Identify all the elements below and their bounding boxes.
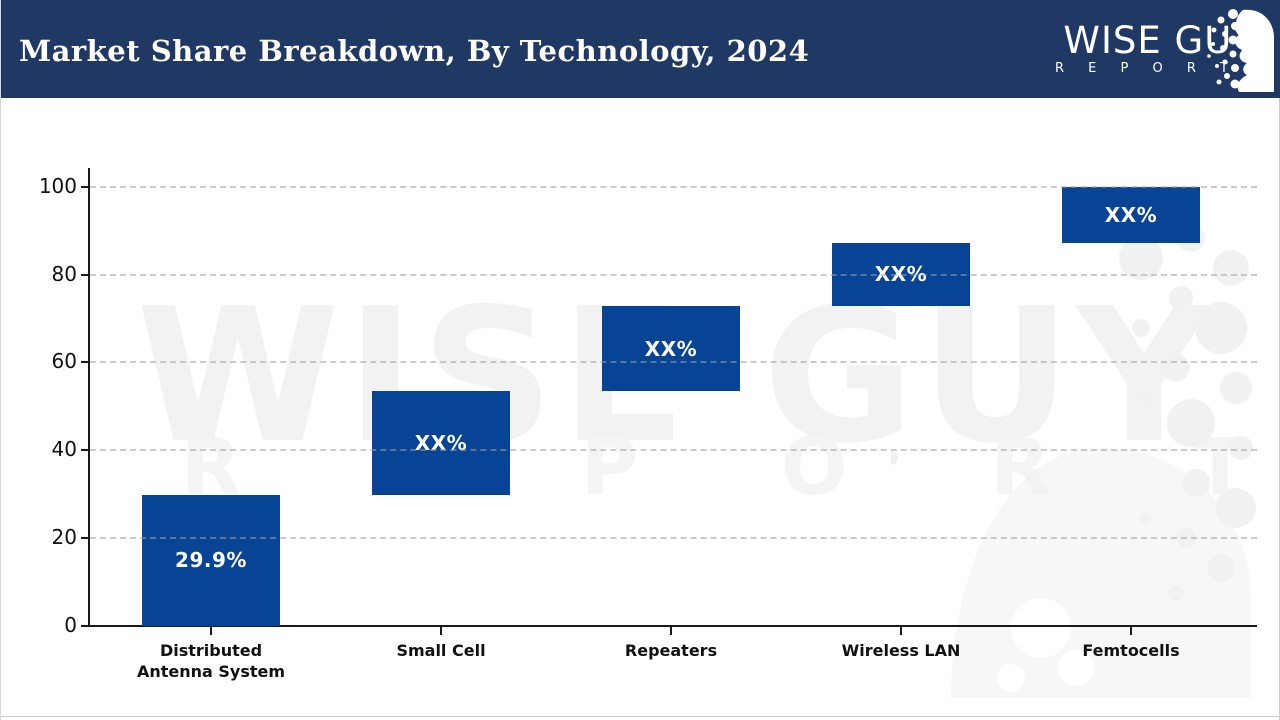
x-category-label: Small Cell xyxy=(396,641,486,660)
x-tick-mark xyxy=(210,627,212,635)
y-tick-label: 40 xyxy=(51,437,77,462)
bottom-border-line xyxy=(1,716,1280,717)
x-tick-mark xyxy=(1130,627,1132,635)
chart-title: Market Share Breakdown, By Technology, 2… xyxy=(19,34,810,68)
y-tick-label: 100 xyxy=(38,173,77,198)
bar-value-label: XX% xyxy=(414,431,468,456)
y-tick-label: 20 xyxy=(51,525,77,550)
y-tick-mark xyxy=(81,625,89,627)
gridline xyxy=(90,185,1257,188)
y-tick-mark xyxy=(81,537,89,540)
y-tick-mark xyxy=(81,273,89,276)
bar-segment[interactable]: XX% xyxy=(602,305,740,392)
bar-segment[interactable]: XX% xyxy=(372,391,510,495)
x-tick-mark xyxy=(900,627,902,635)
y-tick-mark xyxy=(81,361,89,364)
bar-value-label: XX% xyxy=(1104,202,1158,227)
bar-value-label: XX% xyxy=(644,336,698,361)
bar-value-label: 29.9% xyxy=(175,548,247,573)
x-tick-mark xyxy=(440,627,442,635)
x-category-label: Distributed Antenna System xyxy=(136,641,286,681)
x-tick-mark xyxy=(670,627,672,635)
x-category-label: Femtocells xyxy=(1082,641,1180,660)
watermark: WISE GUY R E P O R T S xyxy=(1,98,1280,716)
gridline xyxy=(90,449,1257,452)
gridline xyxy=(90,361,1257,364)
y-tick-label: 0 xyxy=(64,613,77,637)
x-axis-line xyxy=(81,625,1257,627)
logo-subtitle: R E P O R T S xyxy=(1055,61,1271,76)
logo-wordmark: WISE GUY xyxy=(1063,19,1256,62)
x-category-label: Wireless LAN xyxy=(841,641,961,660)
bar-segment[interactable]: 29.9% xyxy=(142,494,280,626)
y-tick-mark xyxy=(81,449,89,452)
header-band: Market Share Breakdown, By Technology, 2… xyxy=(1,0,1280,98)
wise-guy-reports-logo: WISE GUY R E P O R T S xyxy=(1021,6,1274,92)
bar-segment[interactable]: XX% xyxy=(1062,186,1200,243)
gridline xyxy=(90,537,1257,540)
y-tick-mark xyxy=(81,185,89,188)
gridline xyxy=(90,273,1257,276)
y-axis-line xyxy=(88,168,90,627)
dotted-head-icon xyxy=(1207,9,1274,92)
x-category-label: Repeaters xyxy=(624,641,718,660)
y-tick-label: 80 xyxy=(51,261,77,286)
y-tick-label: 60 xyxy=(51,349,77,374)
